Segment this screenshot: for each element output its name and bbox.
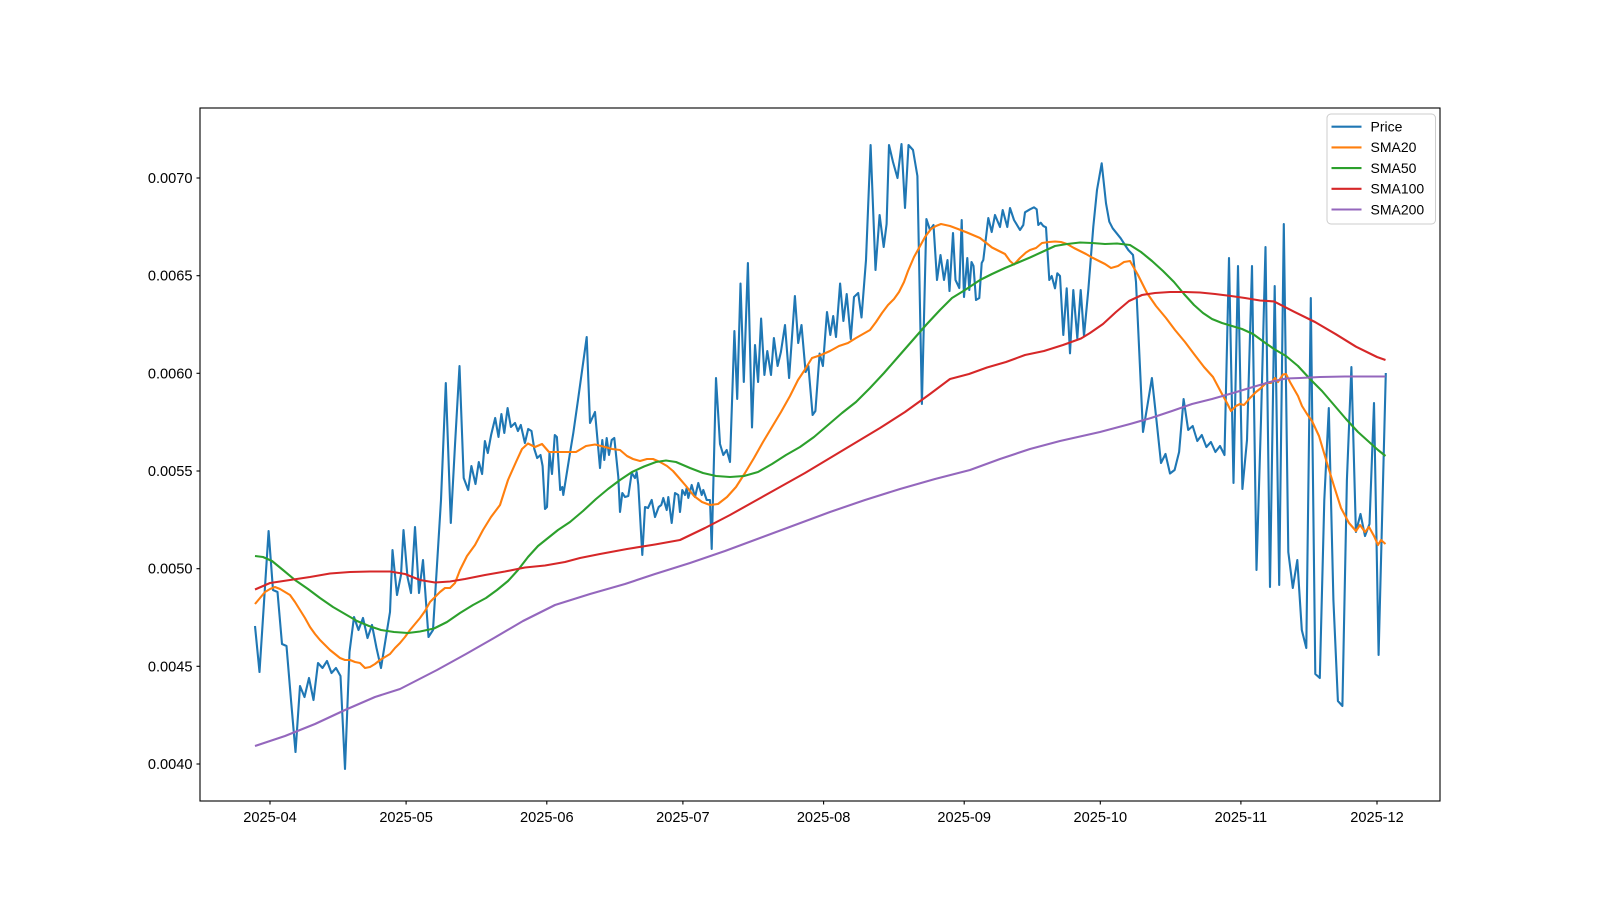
svg-text:2025-05: 2025-05 (379, 810, 433, 826)
svg-text:0.0050: 0.0050 (148, 562, 193, 578)
svg-text:0.0070: 0.0070 (148, 171, 193, 187)
svg-text:0.0045: 0.0045 (148, 659, 193, 675)
svg-text:2025-12: 2025-12 (1350, 810, 1404, 826)
svg-text:2025-07: 2025-07 (656, 810, 710, 826)
svg-text:0.0060: 0.0060 (148, 366, 193, 382)
svg-text:0.0040: 0.0040 (148, 757, 193, 773)
svg-text:2025-11: 2025-11 (1215, 810, 1267, 826)
svg-text:2025-10: 2025-10 (1074, 810, 1128, 826)
svg-text:2025-06: 2025-06 (520, 810, 574, 826)
svg-text:0.0055: 0.0055 (148, 464, 193, 480)
svg-text:SMA100: SMA100 (1371, 181, 1425, 197)
svg-text:0.0065: 0.0065 (148, 269, 193, 285)
svg-text:SMA20: SMA20 (1371, 139, 1417, 155)
svg-text:2025-09: 2025-09 (937, 810, 991, 826)
svg-text:2025-04: 2025-04 (243, 810, 297, 826)
svg-text:2025-08: 2025-08 (797, 810, 851, 826)
svg-text:Price: Price (1371, 119, 1403, 135)
svg-text:SMA200: SMA200 (1371, 201, 1425, 217)
svg-text:SMA50: SMA50 (1371, 160, 1417, 176)
